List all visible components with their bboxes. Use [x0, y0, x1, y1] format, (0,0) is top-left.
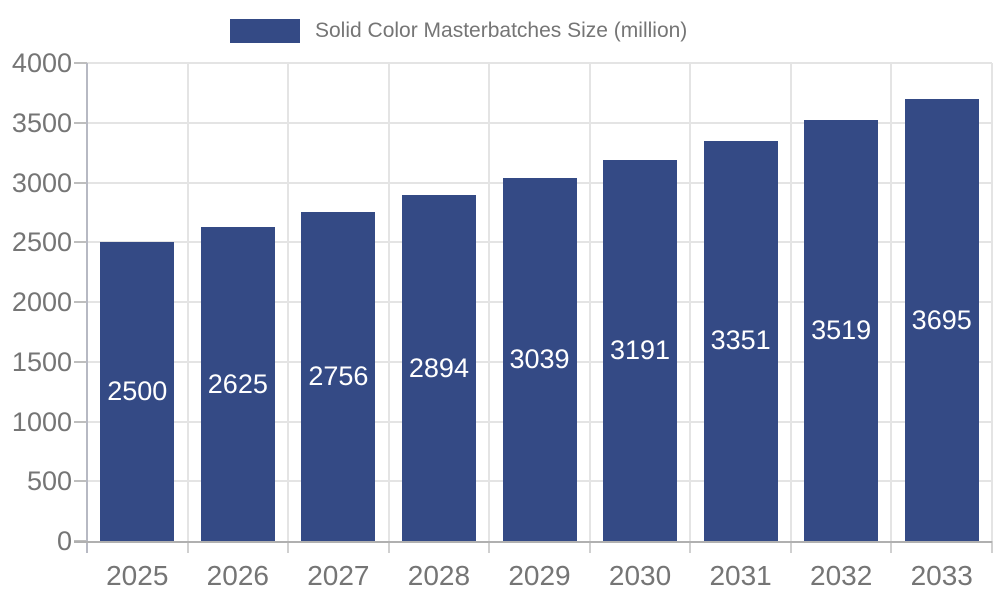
y-tick-label: 1500 [11, 346, 72, 377]
y-tick-mark [74, 121, 87, 124]
y-tick-label: 2500 [11, 227, 72, 258]
h-gridline [87, 121, 992, 124]
bar-2029: 3039 [502, 177, 577, 541]
y-tick-mark [74, 420, 87, 423]
v-gridline [287, 63, 290, 541]
legend-swatch [230, 19, 300, 43]
x-tick-mark [186, 541, 189, 553]
y-tick-mark [74, 62, 87, 64]
bar-value-2032: 3519 [811, 315, 872, 346]
bar-value-2031: 3351 [710, 325, 771, 356]
x-tick-label-2025: 2025 [106, 560, 169, 591]
x-tick-label-2028: 2028 [407, 560, 471, 591]
bar-2033: 3695 [904, 99, 979, 541]
x-tick-label-2030: 2030 [608, 560, 672, 591]
y-tick-mark [74, 241, 87, 244]
x-tick-label-2029: 2029 [508, 560, 571, 591]
bar-value-2029: 3039 [509, 343, 570, 374]
bar-value-2026: 2625 [207, 368, 268, 399]
y-tick-label: 2000 [11, 287, 72, 317]
bar-value-2027: 2756 [308, 360, 369, 391]
y-tick-label: 1000 [11, 406, 72, 437]
x-tick-mark [488, 541, 491, 553]
x-axis-line [74, 541, 992, 543]
bar-value-2033: 3695 [911, 304, 972, 335]
y-tick-label: 3500 [11, 107, 72, 138]
y-tick-mark [74, 480, 87, 483]
bar-2026: 2625 [200, 227, 275, 541]
y-tick-label: 500 [26, 466, 72, 497]
v-gridline [186, 63, 189, 541]
x-tick-label-2033: 2033 [910, 560, 973, 591]
h-gridline [87, 62, 992, 64]
bar-value-2030: 3191 [610, 334, 671, 365]
plot-area: 2500 2625 2756 2894 3039 3191 3351 3519 3695 [87, 62, 993, 541]
bar-2028: 2894 [401, 195, 476, 541]
y-tick-label: 3000 [11, 167, 72, 198]
x-tick-mark [789, 541, 792, 553]
x-tick-label-2026: 2026 [206, 560, 269, 591]
v-gridline [689, 63, 692, 541]
bar-2027: 2756 [301, 211, 376, 541]
x-tick-label-2031: 2031 [709, 560, 772, 591]
x-tick-label-2032: 2032 [810, 560, 873, 591]
legend: Solid Color Masterbatches Size (million) [230, 19, 687, 43]
v-gridline [991, 63, 993, 541]
v-gridline [588, 63, 591, 541]
x-tick-mark [387, 541, 390, 553]
x-tick-mark [991, 541, 993, 553]
x-tick-mark [689, 541, 692, 553]
bar-value-2025: 2500 [107, 376, 168, 407]
bar-value-2028: 2894 [408, 352, 469, 383]
y-tick-mark [74, 181, 87, 184]
y-axis-line [86, 63, 88, 553]
y-tick-mark [74, 301, 87, 303]
v-gridline [890, 63, 893, 541]
x-tick-mark [588, 541, 591, 553]
y-tick-label: 0 [56, 526, 72, 556]
bar-2025: 2500 [100, 242, 175, 541]
v-gridline [387, 63, 390, 541]
y-tick-mark [74, 360, 87, 363]
x-tick-mark [287, 541, 290, 553]
v-gridline [789, 63, 792, 541]
x-tick-label-2027: 2027 [307, 560, 370, 591]
bar-2031: 3351 [703, 140, 778, 541]
bar-2030: 3191 [603, 159, 678, 541]
x-tick-mark [890, 541, 893, 553]
v-gridline [488, 63, 491, 541]
legend-label: Solid Color Masterbatches Size (million) [315, 19, 688, 42]
bar-2032: 3519 [804, 120, 879, 541]
y-tick-label: 4000 [11, 48, 72, 78]
